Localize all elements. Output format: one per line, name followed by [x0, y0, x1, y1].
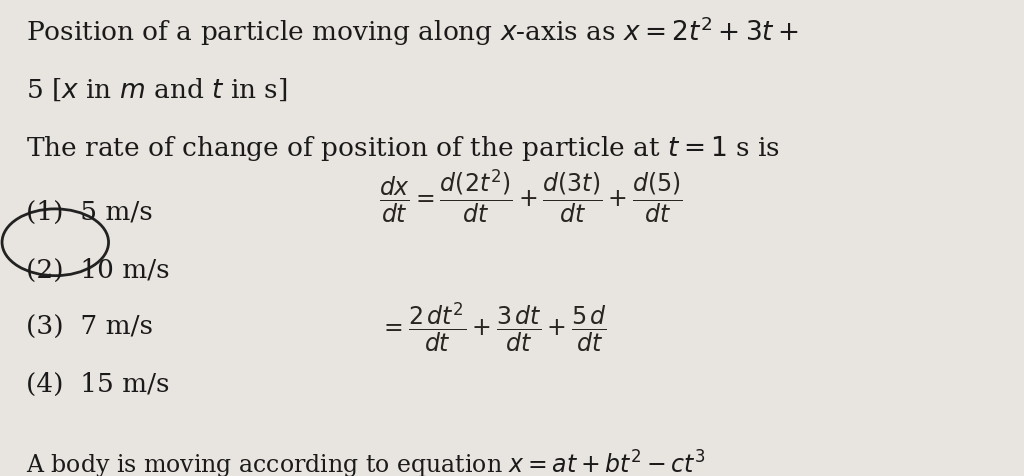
Text: 5 [$x$ in $m$ and $t$ in s]: 5 [$x$ in $m$ and $t$ in s] [26, 76, 287, 102]
Text: A body is moving according to equation $x = at + bt^2 - ct^3$: A body is moving according to equation $… [26, 447, 706, 476]
Text: (3)  7 m/s: (3) 7 m/s [26, 314, 153, 339]
Text: Position of a particle moving along $x$-axis as $x = 2t^2 + 3t +$: Position of a particle moving along $x$-… [26, 14, 799, 48]
Text: The rate of change of position of the particle at $t = 1$ s is: The rate of change of position of the pa… [26, 133, 779, 162]
Text: $= \dfrac{2\,dt^2}{dt} + \dfrac{3\,dt}{dt} + \dfrac{5\,d}{dt}$: $= \dfrac{2\,dt^2}{dt} + \dfrac{3\,dt}{d… [379, 300, 607, 353]
Text: (2)  10 m/s: (2) 10 m/s [26, 257, 169, 282]
Text: (4)  15 m/s: (4) 15 m/s [26, 371, 169, 396]
Text: (1)  5 m/s: (1) 5 m/s [26, 200, 153, 225]
Text: $\dfrac{dx}{dt} = \dfrac{d(2t^2)}{dt} + \dfrac{d(3t)}{dt} + \dfrac{d(5)}{dt}$: $\dfrac{dx}{dt} = \dfrac{d(2t^2)}{dt} + … [379, 167, 683, 224]
